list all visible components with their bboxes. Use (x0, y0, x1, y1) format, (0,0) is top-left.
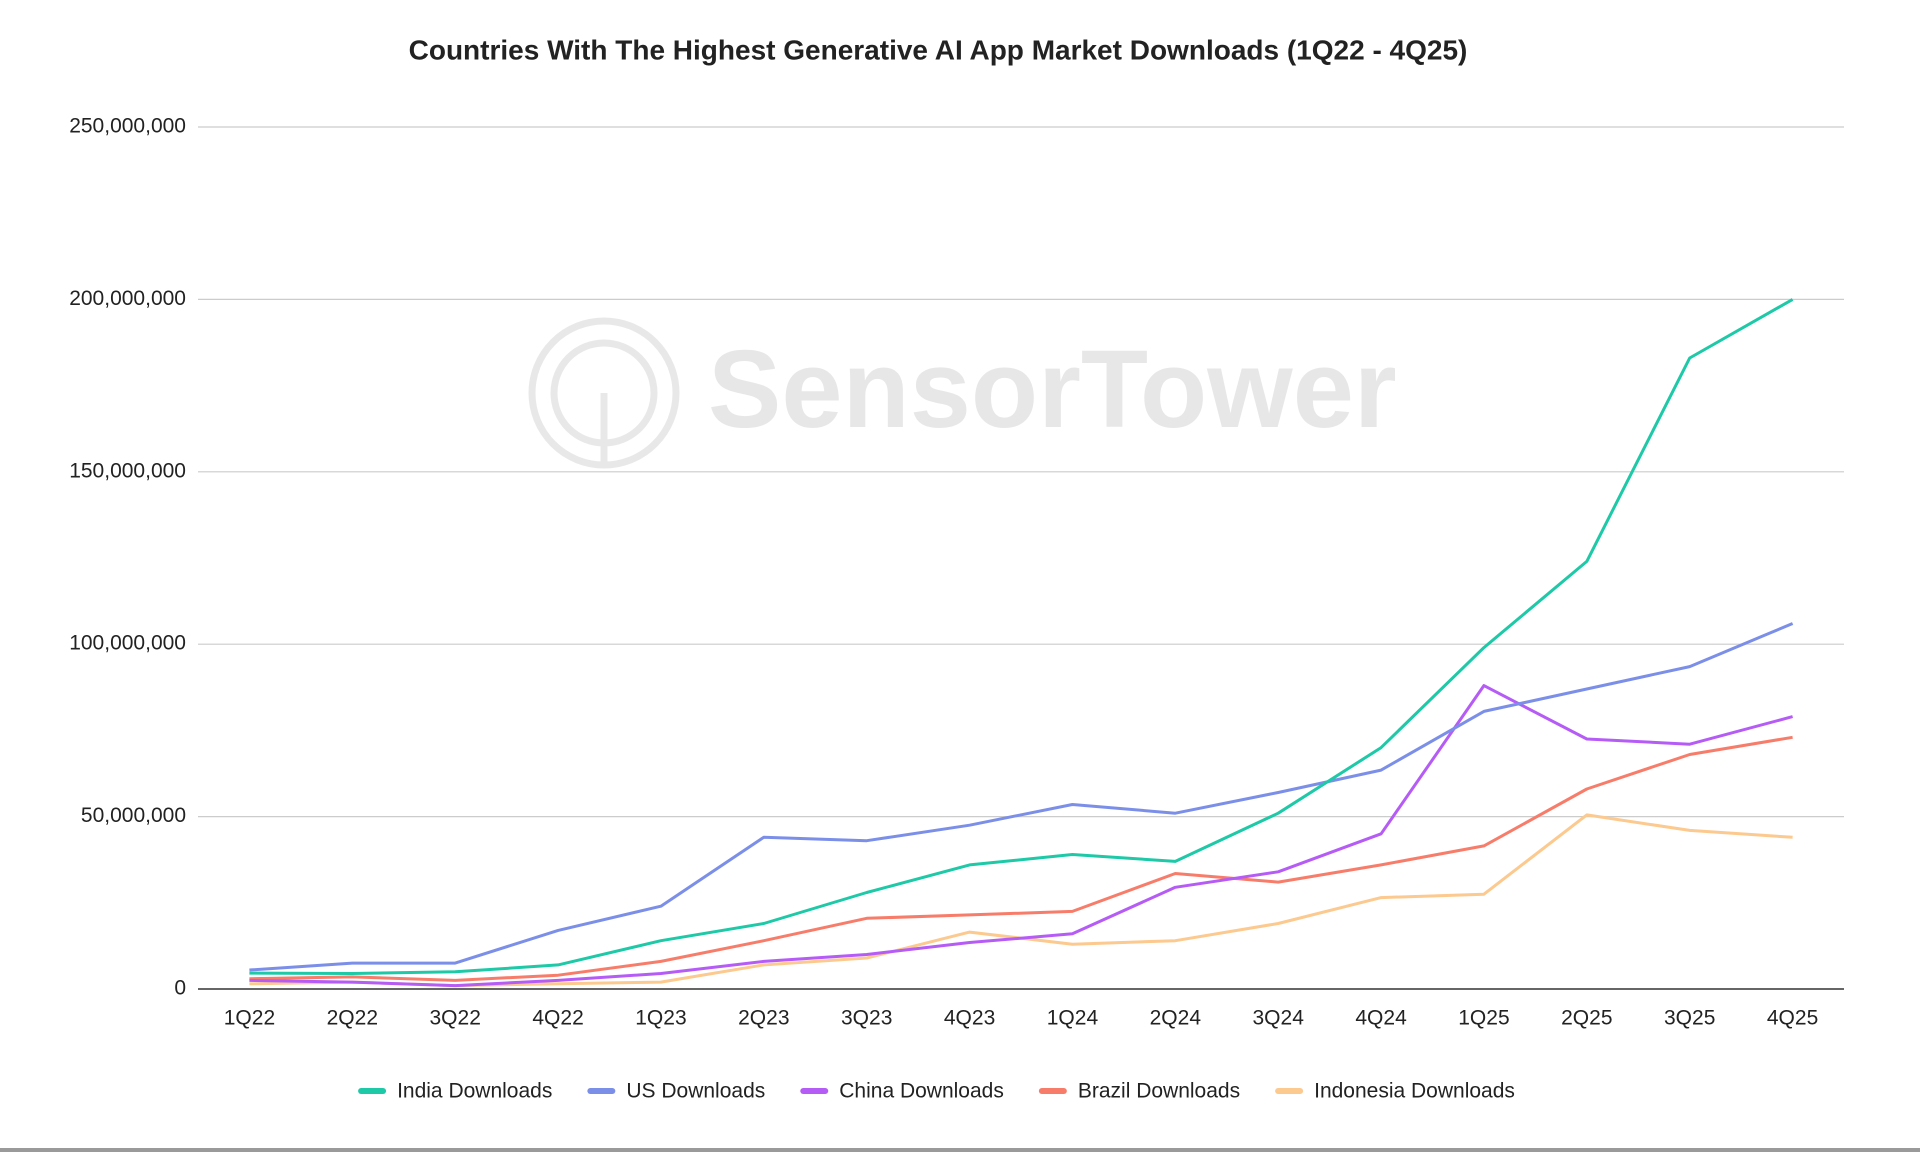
bottom-border (0, 1148, 1920, 1152)
x-tick-label: 4Q24 (1355, 1007, 1407, 1030)
series-line (249, 298, 1794, 975)
series-line (249, 684, 1793, 988)
legend-label: US Downloads (626, 1080, 765, 1103)
x-tick-label: 1Q22 (224, 1007, 275, 1030)
x-tick-label: 1Q24 (1047, 1007, 1099, 1030)
y-tick-label: 100,000,000 (69, 632, 186, 655)
legend-label: India Downloads (397, 1080, 552, 1103)
y-tick-label: 250,000,000 (69, 115, 186, 138)
x-tick-label: 2Q22 (327, 1007, 378, 1030)
y-tick-label: 200,000,000 (69, 287, 186, 310)
x-tick-label: 3Q22 (430, 1007, 481, 1030)
chart-title: Countries With The Highest Generative AI… (409, 34, 1468, 65)
x-tick-label: 1Q25 (1458, 1007, 1509, 1030)
legend-label: China Downloads (839, 1080, 1004, 1103)
watermark: SensorTower (708, 328, 1397, 451)
x-tick-label: 2Q23 (738, 1007, 789, 1030)
series-line (249, 735, 1793, 982)
legend-label: Brazil Downloads (1078, 1080, 1240, 1103)
legend-label: Indonesia Downloads (1314, 1080, 1515, 1103)
x-tick-label: 3Q23 (841, 1007, 892, 1030)
x-tick-label: 3Q25 (1664, 1007, 1715, 1030)
y-tick-label: 0 (174, 977, 186, 1000)
watermark-logo (528, 317, 680, 469)
x-tick-label: 4Q23 (944, 1007, 995, 1030)
x-tick-label: 4Q25 (1767, 1007, 1818, 1030)
x-tick-label: 2Q25 (1561, 1007, 1612, 1030)
x-tick-label: 4Q22 (532, 1007, 583, 1030)
y-tick-label: 150,000,000 (69, 459, 186, 482)
x-tick-label: 3Q24 (1253, 1007, 1305, 1030)
x-tick-label: 1Q23 (635, 1007, 686, 1030)
y-tick-label: 50,000,000 (81, 804, 186, 827)
legend: India Downloads US Downloads China Downloa… (358, 1080, 1515, 1103)
series-line (249, 622, 1794, 972)
x-tick-label: 2Q24 (1150, 1007, 1202, 1030)
